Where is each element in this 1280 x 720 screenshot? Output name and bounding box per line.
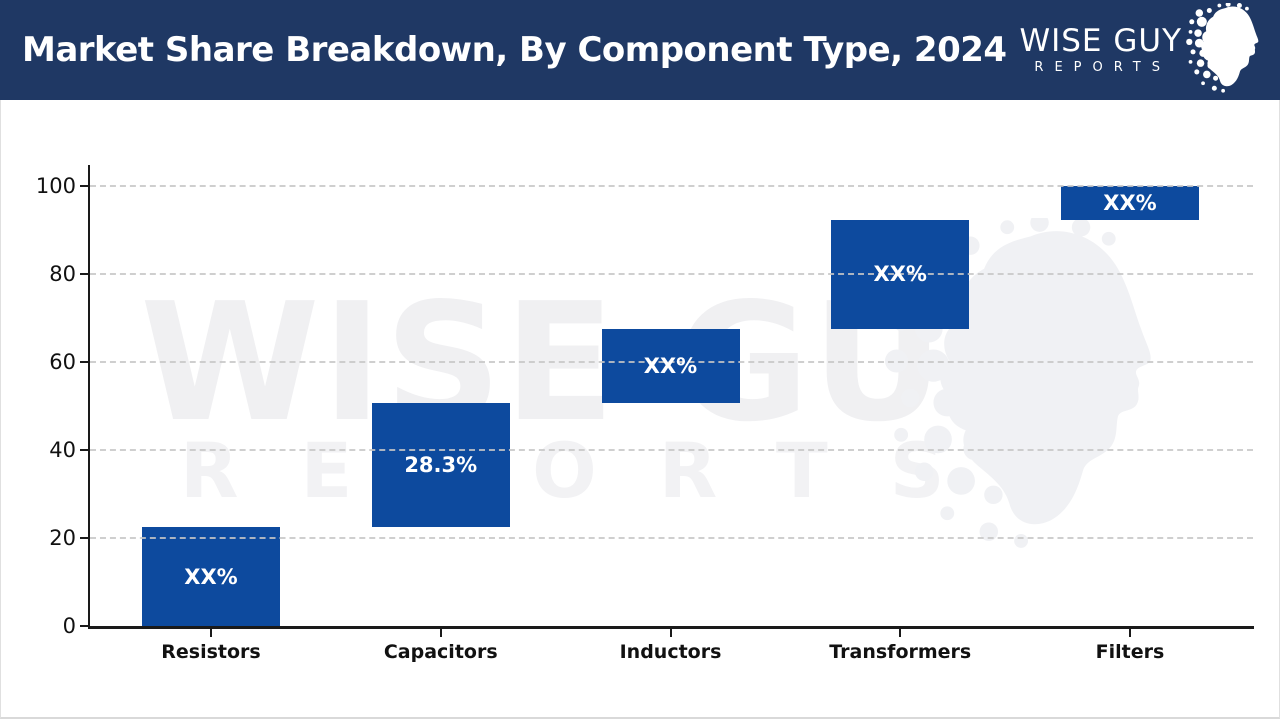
bar-resistors [142,527,280,626]
y-tick-label: 80 [49,262,76,286]
x-tick-mark [669,629,672,637]
brand-name: WISE GUY [1019,23,1182,59]
x-tick-mark [1129,629,1131,637]
gridline-y-100 [90,185,1253,187]
x-tick-mark [899,629,902,637]
brand-subname: REPORTS [1034,60,1172,75]
page-title: Market Share Breakdown, By Component Typ… [22,30,1007,70]
y-tick-label: 20 [49,526,76,550]
x-category-label-capacitors: Capacitors [383,641,498,663]
bar-value-label: XX% [643,353,698,378]
gridline-y-80 [90,273,1253,275]
bar-filters [1061,186,1199,220]
x-tick-mark [210,629,212,637]
gridline-y-60 [90,361,1253,363]
y-tick-mark [80,537,89,539]
y-tick-label: 100 [35,174,76,198]
gridline-y-40 [90,449,1253,451]
y-tick-mark [80,273,89,275]
y-tick-mark [80,449,89,451]
x-category-label-transformers: Transformers [829,641,972,663]
y-tick-label: 60 [49,350,76,374]
bar-value-label: XX% [1103,190,1157,215]
x-category-label-resistors: Resistors [161,641,261,663]
y-tick-mark [80,185,89,187]
x-tick-mark [439,629,442,637]
header-bar: Market Share Breakdown, By Component Typ… [0,0,1280,100]
x-category-label-inductors: Inductors [619,641,722,663]
y-tick-mark [80,361,89,363]
y-axis-line [88,165,90,629]
y-tick-label: 40 [49,438,76,462]
bar-capacitors [371,402,510,528]
gridline-y-20 [90,537,1253,539]
bar-value-label: XX% [873,262,927,287]
bar-value-label: 28.3% [404,453,478,478]
x-category-label-filters: Filters [1095,641,1165,663]
brand-face-icon [1184,3,1266,97]
brand-logo: WISE GUY REPORTS [1019,0,1266,100]
x-axis-line [88,626,1254,629]
y-tick-label: 0 [62,614,76,638]
wiseguy-face-icon [1186,3,1259,93]
y-tick-mark [80,625,89,627]
bar-value-label: XX% [184,564,238,589]
bar-inductors [601,329,740,403]
